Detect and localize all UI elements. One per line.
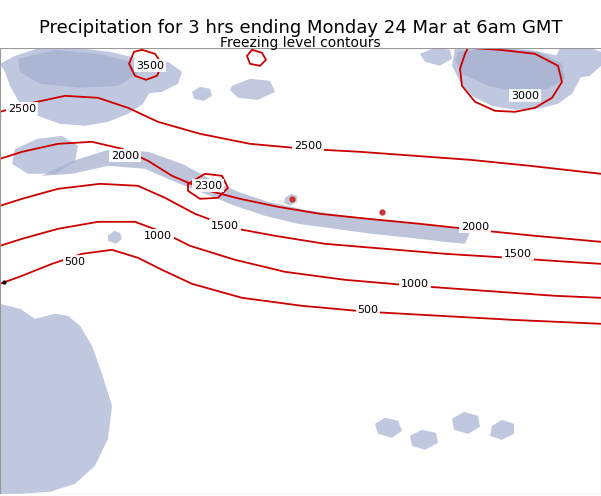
Polygon shape bbox=[0, 48, 150, 126]
Polygon shape bbox=[375, 418, 402, 438]
Polygon shape bbox=[42, 150, 470, 244]
Polygon shape bbox=[284, 194, 297, 206]
Polygon shape bbox=[18, 50, 138, 88]
Text: 2500: 2500 bbox=[294, 141, 322, 151]
Text: 2000: 2000 bbox=[111, 151, 139, 161]
Text: Freezing level contours: Freezing level contours bbox=[220, 36, 381, 50]
Polygon shape bbox=[192, 87, 212, 101]
Polygon shape bbox=[420, 48, 452, 66]
Polygon shape bbox=[410, 430, 438, 450]
Text: 1000: 1000 bbox=[144, 231, 172, 241]
Polygon shape bbox=[452, 48, 580, 110]
Text: 1000: 1000 bbox=[401, 279, 429, 289]
Text: 3000: 3000 bbox=[511, 91, 539, 101]
Polygon shape bbox=[0, 304, 112, 494]
Polygon shape bbox=[455, 48, 565, 92]
Polygon shape bbox=[12, 136, 78, 174]
Polygon shape bbox=[108, 231, 122, 244]
Polygon shape bbox=[128, 60, 182, 94]
Text: 500: 500 bbox=[64, 257, 85, 267]
Text: 1500: 1500 bbox=[211, 221, 239, 231]
Text: 2500: 2500 bbox=[8, 104, 36, 114]
Polygon shape bbox=[555, 48, 601, 79]
Text: Precipitation for 3 hrs ending Monday 24 Mar at 6am GMT: Precipitation for 3 hrs ending Monday 24… bbox=[38, 19, 563, 37]
Polygon shape bbox=[230, 79, 275, 100]
Text: 2300: 2300 bbox=[194, 181, 222, 191]
Polygon shape bbox=[490, 420, 514, 440]
Text: 1500: 1500 bbox=[504, 249, 532, 259]
Text: 2000: 2000 bbox=[461, 222, 489, 232]
Text: 3500: 3500 bbox=[136, 61, 164, 71]
Polygon shape bbox=[452, 412, 480, 434]
Text: 500: 500 bbox=[358, 305, 379, 315]
